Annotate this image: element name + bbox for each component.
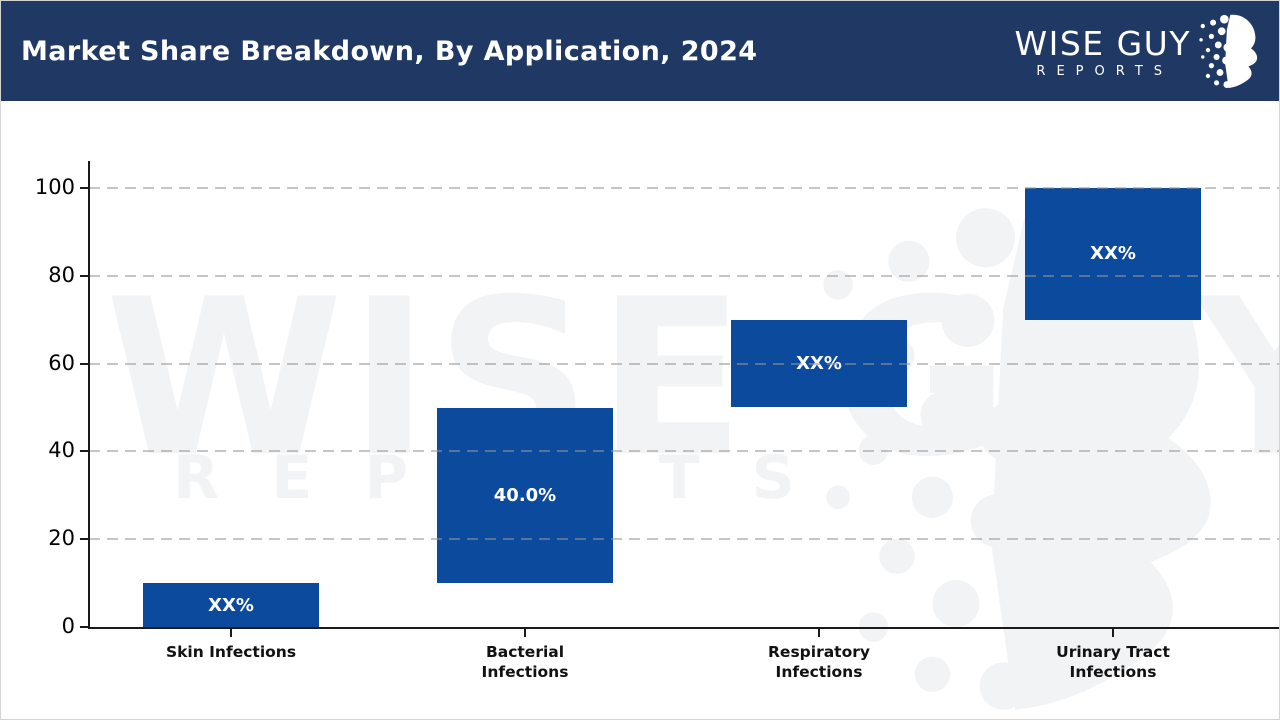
y-axis-line: [88, 161, 90, 629]
x-category-label: Urinary Tract Infections: [1056, 643, 1170, 682]
bar-value-label: 40.0%: [493, 484, 557, 506]
x-axis-line: [88, 627, 1279, 629]
gridline: [89, 187, 1279, 189]
x-category-label: Skin Infections: [165, 643, 297, 661]
y-tick-label: 20: [48, 526, 75, 551]
x-axis-tick: [1112, 629, 1114, 637]
x-axis-tick: [230, 629, 232, 637]
wise-guy-reports-logo: WISE GUY REPORTS: [1014, 9, 1263, 93]
y-axis-tick: [80, 450, 89, 453]
x-axis-tick: [818, 629, 820, 637]
bar-value-label: XX%: [1090, 243, 1136, 265]
dotted-face-logo-icon: [1199, 14, 1258, 88]
y-tick-label: 80: [48, 262, 75, 287]
bar-segment: 40.0%: [437, 407, 613, 584]
y-axis-tick: [80, 626, 89, 628]
gridline: [89, 274, 1279, 277]
x-axis-tick: [524, 629, 526, 637]
x-category-label: Respiratory Infections: [768, 643, 870, 682]
bar-segment: XX%: [1025, 188, 1201, 320]
logo-text: WISE GUY REPORTS: [1014, 24, 1191, 79]
y-tick-label: 40: [48, 438, 75, 463]
gridline: [89, 538, 1279, 541]
y-axis-tick: [80, 362, 89, 365]
gridline: [89, 450, 1279, 453]
logo-subname: REPORTS: [1036, 63, 1174, 79]
y-tick-label: 100: [34, 175, 75, 199]
header-bar: Market Share Breakdown, By Application, …: [1, 1, 1279, 101]
y-tick-label: 0: [61, 614, 75, 638]
y-axis-tick: [80, 538, 89, 541]
y-axis-tick: [80, 187, 89, 189]
page-title: Market Share Breakdown, By Application, …: [21, 35, 758, 67]
gridline: [89, 362, 1279, 365]
bar-segment: XX%: [143, 583, 319, 627]
y-axis-tick: [80, 274, 89, 277]
x-category-label: Bacterial Infections: [481, 643, 569, 682]
bar-value-label: XX%: [208, 594, 254, 616]
y-tick-label: 60: [48, 350, 75, 375]
logo-name: WISE GUY: [1014, 23, 1191, 63]
